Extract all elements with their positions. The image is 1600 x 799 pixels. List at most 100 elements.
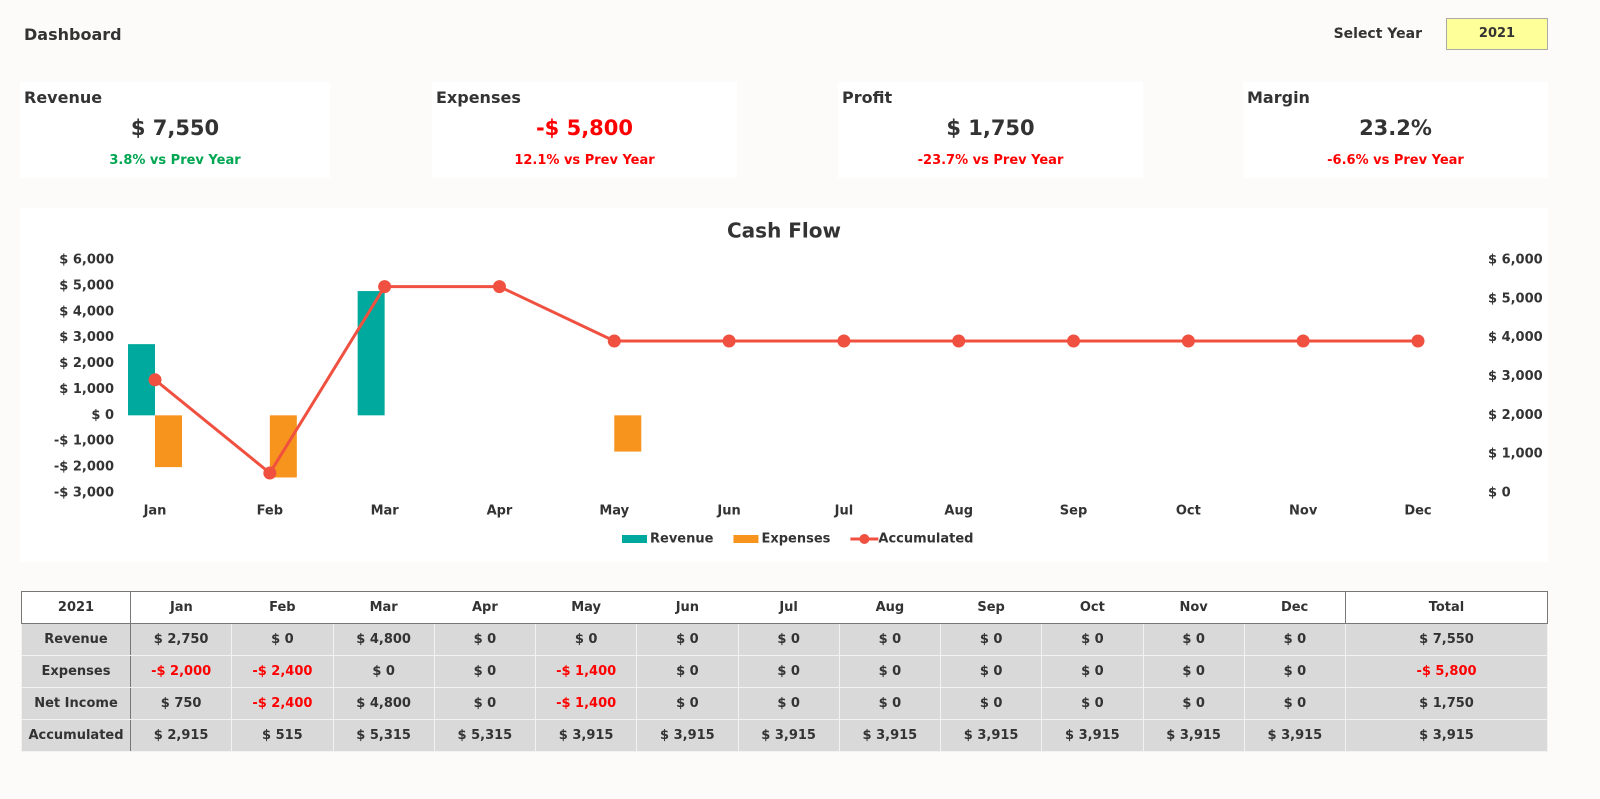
table-cell: $ 3,915: [636, 719, 739, 752]
marker: [837, 334, 851, 348]
table-cell: $ 0: [231, 623, 334, 656]
chart: Cash Flow -$ 3,000 -$ 2,000 -$ 1,000 $ 0 $ 1…: [20, 208, 1548, 562]
table-cell: $ 3,915: [1142, 719, 1245, 752]
table-cell: $ 4,800: [332, 687, 435, 720]
table-cell: Oct: [1041, 591, 1143, 624]
marker: [722, 334, 736, 348]
marker: [148, 373, 162, 387]
bar: [357, 291, 385, 416]
chart-panel: [20, 208, 1548, 562]
legend-swatch: [622, 535, 647, 543]
table-cell: $ 3,915: [1345, 719, 1548, 752]
marker: [1181, 334, 1195, 348]
table-cell: $ 0: [1142, 623, 1245, 656]
line: [154, 285, 1418, 476]
table-cell: Mar: [333, 591, 435, 624]
table-cell: Revenue: [21, 623, 131, 656]
table-cell: $ 0: [939, 623, 1043, 656]
marker: [952, 334, 966, 348]
table-cell: $ 0: [433, 623, 537, 656]
kpi-card: Expenses -$ 5,800 12.1% vs Prev Year: [432, 82, 737, 178]
y2-tick-label: $ 5,000: [1488, 291, 1543, 306]
marker: [1411, 334, 1425, 348]
table-cell: $ 0: [636, 655, 739, 688]
table-cell: -$ 2,000: [129, 655, 233, 688]
table-cell: $ 3,915: [838, 719, 942, 752]
table-cell: Accumulated: [21, 719, 131, 752]
table-cell: $ 0: [1041, 623, 1144, 656]
table-row: Revenue $ 2,750 $ 0 $ 4,800 $ 0 $ 0 $ 0 $ 0 $ 0 $…: [21, 623, 1548, 656]
table-cell: $ 0: [1243, 687, 1347, 720]
table-cell: Jul: [738, 591, 840, 624]
marker: [1067, 334, 1081, 348]
marker: [492, 280, 506, 294]
y-tick-label: $ 3,000: [59, 330, 114, 345]
table-cell: Dec: [1244, 591, 1346, 624]
table-cell: $ 0: [1041, 655, 1144, 688]
table-cell: $ 3,915: [737, 719, 840, 752]
table-cell: $ 0: [737, 687, 840, 720]
kpi-change: 3.8% vs Prev Year: [109, 153, 241, 168]
table-cell: Jun: [636, 591, 738, 624]
x-tick-label: Feb: [257, 504, 283, 519]
table-cell: Aug: [839, 591, 941, 624]
x-tick-label: Dec: [1404, 504, 1431, 519]
y2-tick-label: $ 2,000: [1488, 408, 1543, 423]
kpi-change: 12.1% vs Prev Year: [514, 153, 655, 168]
table-cell: Jan: [130, 591, 232, 624]
kpi-card: Margin 23.2% -6.6% vs Prev Year: [1243, 82, 1548, 178]
bar: [155, 415, 183, 468]
y2-tick-label: $ 4,000: [1488, 330, 1543, 345]
table-cell: $ 0: [939, 687, 1043, 720]
y-tick-label: $ 0: [91, 408, 114, 423]
legend-swatch: [733, 535, 759, 543]
table-cell: $ 3,915: [1041, 719, 1144, 752]
x-tick-label: Sep: [1060, 504, 1088, 519]
table-cell: $ 0: [534, 623, 638, 656]
kpi-value: $ 7,550: [130, 116, 220, 140]
y2-tick-label: $ 6,000: [1488, 253, 1543, 268]
x-tick-label: Aug: [944, 504, 973, 519]
y2-tick-label: $ 3,000: [1488, 369, 1543, 384]
table-cell: -$ 2,400: [231, 687, 334, 720]
kpi-label: Margin: [1247, 88, 1310, 107]
table-cell: 2021: [21, 591, 131, 624]
table-cell: -$ 2,400: [231, 655, 334, 688]
summary-table: 2021 Jan Feb Mar Apr May Jun Jul Aug Sep Oct Nov Dec…: [21, 591, 1548, 752]
legend-swatch: [859, 534, 870, 544]
table-cell: Net Income: [21, 687, 131, 720]
marker: [378, 280, 392, 294]
table-cell: $ 3,915: [534, 719, 638, 752]
x-tick-label: Apr: [487, 504, 513, 519]
select-label: Select Year: [1333, 26, 1422, 42]
y-tick-label: $ 6,000: [59, 253, 114, 268]
kpi-change: -6.6% vs Prev Year: [1327, 153, 1464, 168]
bar: [614, 415, 642, 452]
legend-label: Accumulated: [878, 532, 973, 547]
kpi-label: Revenue: [24, 88, 103, 107]
kpi-change: -23.7% vs Prev Year: [917, 153, 1064, 168]
table-cell: $ 0: [433, 655, 537, 688]
kpi-value: -$ 5,800: [535, 116, 634, 140]
chart-title: Cash Flow: [727, 219, 841, 243]
table-cell: $ 5,315: [332, 719, 435, 752]
table-cell: Apr: [434, 591, 536, 624]
table-cell: $ 2,750: [129, 623, 233, 656]
table-cell: $ 4,800: [332, 623, 435, 656]
kpi-label: Expenses: [436, 88, 521, 107]
table-cell: Feb: [231, 591, 333, 624]
marker: [263, 466, 277, 480]
y-tick-label: $ 1,000: [59, 382, 114, 397]
table-cell: $ 0: [636, 687, 739, 720]
table-cell: $ 0: [1243, 623, 1347, 656]
table-cell: $ 0: [737, 655, 840, 688]
legend-label: Expenses: [761, 532, 830, 547]
x-tick-label: Jun: [716, 504, 740, 519]
table-cell: $ 2,915: [129, 719, 233, 752]
page-title: Dashboard: [24, 25, 122, 44]
table-cell: $ 0: [939, 655, 1043, 688]
table-cell: $ 0: [838, 655, 942, 688]
year-select[interactable]: 2021: [1446, 18, 1548, 50]
table-cell: $ 1,750: [1345, 687, 1548, 720]
table-cell: $ 0: [1142, 655, 1245, 688]
